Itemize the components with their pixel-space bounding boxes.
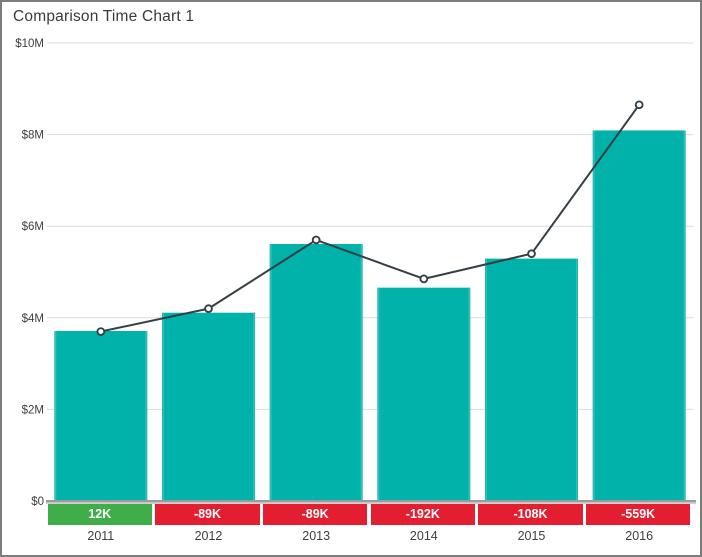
- line-marker-2015[interactable]: [527, 249, 536, 259]
- bar-2015[interactable]: [485, 258, 578, 501]
- bar-edge-highlight: [683, 130, 686, 502]
- comparison-badge-2015[interactable]: -108K: [478, 504, 583, 525]
- x-axis-line-shadow: [46, 502, 696, 505]
- comparison-line: [100, 104, 640, 333]
- bar-edge-highlight: [576, 258, 578, 501]
- y-axis-tick-label: $8M: [22, 130, 44, 142]
- bar-edge-highlight: [162, 312, 164, 501]
- bar-2016[interactable]: [592, 130, 686, 502]
- comparison-badge-2016[interactable]: -559K: [585, 504, 691, 525]
- y-axis-tick-label: $4M: [22, 313, 44, 325]
- x-axis-label-2014: 2014: [409, 529, 438, 543]
- y-axis-tick-label: $6M: [22, 221, 44, 233]
- y-axis-tick-label: $10M: [15, 38, 44, 50]
- line-marker-2011[interactable]: [96, 327, 106, 336]
- bar-edge-highlight: [253, 312, 255, 501]
- line-marker-2014[interactable]: [419, 274, 429, 284]
- bar-2012[interactable]: [162, 312, 255, 501]
- bar-edge-highlight: [593, 130, 595, 502]
- y-axis-tick-label: $0: [31, 496, 44, 508]
- bar-2013[interactable]: [269, 244, 363, 501]
- bar-edge-highlight: [377, 287, 380, 501]
- bar-edge-highlight: [485, 258, 487, 501]
- comparison-badge-2014[interactable]: -192K: [370, 504, 476, 525]
- line-marker-2012[interactable]: [204, 304, 213, 313]
- line-marker-2013[interactable]: [311, 235, 321, 245]
- x-axis-label-2015: 2015: [517, 529, 546, 543]
- bar-edge-highlight: [270, 244, 272, 501]
- line-marker-2016[interactable]: [634, 100, 644, 110]
- bar-2014[interactable]: [377, 287, 471, 501]
- bar-edge-highlight: [468, 287, 470, 501]
- comparison-badge-2011[interactable]: 12K: [47, 504, 153, 525]
- chart-title: Comparison Time Chart 1: [13, 8, 195, 25]
- bar-edge-highlight: [54, 330, 57, 501]
- bar-2011[interactable]: [54, 330, 148, 501]
- x-axis-line: [46, 500, 696, 503]
- comparison-badge-2013[interactable]: -89K: [262, 504, 368, 525]
- bar-edge-highlight: [145, 330, 147, 501]
- x-axis-label-2013: 2013: [302, 529, 331, 543]
- x-axis-label-2011: 2011: [87, 529, 115, 543]
- x-axis-label-2016: 2016: [625, 529, 654, 543]
- comparison-badge-2012[interactable]: -89K: [155, 504, 260, 525]
- y-axis-tick-label: $2M: [22, 404, 44, 416]
- bar-edge-highlight: [360, 244, 363, 501]
- x-axis-label-2012: 2012: [194, 529, 223, 543]
